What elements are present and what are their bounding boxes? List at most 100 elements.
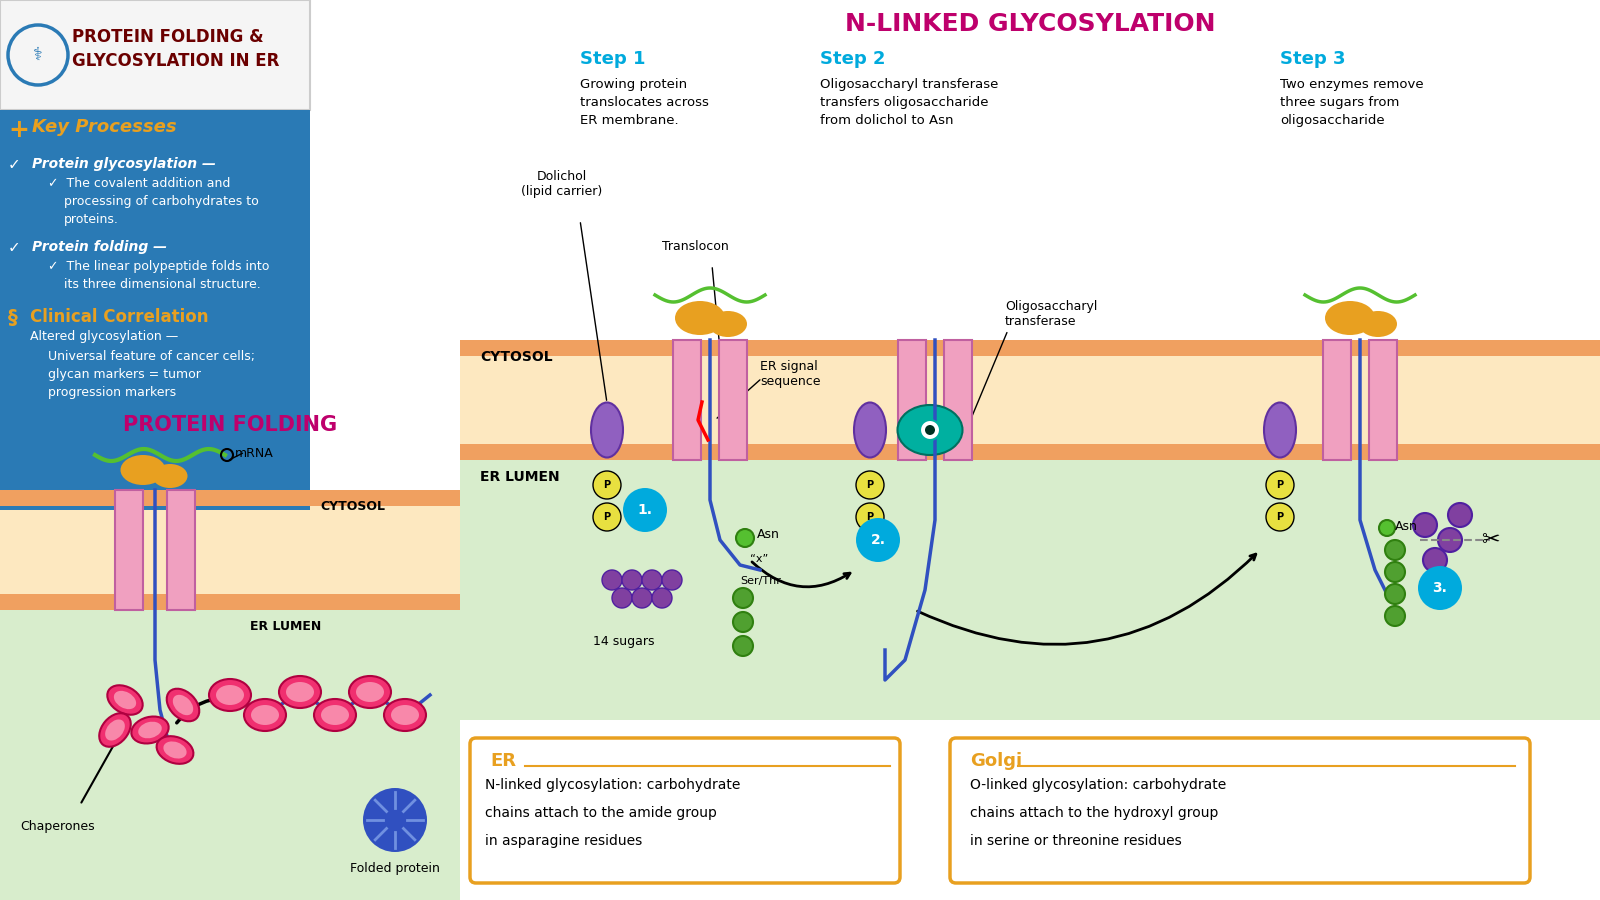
Ellipse shape [243,699,286,731]
Ellipse shape [286,682,314,702]
Ellipse shape [1325,301,1374,335]
Text: chains attach to the hydroxyl group: chains attach to the hydroxyl group [970,806,1218,820]
Circle shape [733,588,754,608]
Ellipse shape [1264,402,1296,457]
Text: progression markers: progression markers [48,386,176,399]
Circle shape [594,503,621,531]
Text: oligosaccharide: oligosaccharide [1280,114,1384,127]
Text: Translocon: Translocon [662,240,728,253]
Circle shape [363,788,427,852]
Text: 3.: 3. [1432,581,1448,595]
Text: Oligosaccharyl
transferase: Oligosaccharyl transferase [1005,300,1098,328]
Bar [115,490,142,610]
Ellipse shape [99,713,131,747]
Text: P: P [867,512,874,522]
Ellipse shape [106,719,125,741]
Circle shape [1438,528,1462,552]
Text: Step 3: Step 3 [1280,50,1346,68]
Circle shape [856,518,899,562]
Bar [898,340,926,460]
Circle shape [1418,566,1462,610]
Text: 14 sugars: 14 sugars [594,635,654,648]
Circle shape [733,612,754,632]
Text: Asn: Asn [1395,520,1418,533]
Bar [0,490,461,610]
Ellipse shape [349,676,390,708]
Text: Clinical Correlation: Clinical Correlation [30,308,208,326]
Circle shape [632,588,653,608]
Circle shape [1266,503,1294,531]
Ellipse shape [384,699,426,731]
Circle shape [594,471,621,499]
Bar [0,610,461,900]
Text: PROTEIN FOLDING: PROTEIN FOLDING [123,415,338,435]
Text: Oligosaccharyl transferase: Oligosaccharyl transferase [819,78,998,91]
Text: ✓: ✓ [8,240,21,255]
Text: mRNA: mRNA [235,447,274,460]
Circle shape [1266,471,1294,499]
Circle shape [1386,540,1405,560]
Text: P: P [867,480,874,490]
Text: Growing protein: Growing protein [579,78,686,91]
Ellipse shape [1358,311,1397,337]
Ellipse shape [278,676,322,708]
Circle shape [1386,606,1405,626]
Text: Altered glycosylation —: Altered glycosylation — [30,330,178,343]
Text: O-linked glycosylation: carbohydrate: O-linked glycosylation: carbohydrate [970,778,1226,792]
Text: ER: ER [490,752,515,770]
Bar [461,340,1600,356]
Bar [0,594,461,610]
Text: CYTOSOL: CYTOSOL [480,350,552,364]
Bar [1323,340,1350,460]
Ellipse shape [590,402,622,457]
Text: ER LUMEN: ER LUMEN [250,620,322,633]
Text: chains attach to the amide group: chains attach to the amide group [485,806,717,820]
Text: ⚕: ⚕ [34,46,43,64]
Text: in asparagine residues: in asparagine residues [485,834,642,848]
Text: ER LUMEN: ER LUMEN [480,470,560,484]
Ellipse shape [131,716,168,743]
Circle shape [1386,562,1405,582]
Circle shape [856,503,883,531]
Circle shape [1422,548,1446,572]
Ellipse shape [157,736,194,764]
Bar [718,340,747,460]
Ellipse shape [251,705,278,725]
FancyBboxPatch shape [470,738,899,883]
Text: transfers oligosaccharide: transfers oligosaccharide [819,96,989,109]
Circle shape [653,588,672,608]
Bar [944,340,973,460]
Text: its three dimensional structure.: its three dimensional structure. [64,278,261,291]
Text: proteins.: proteins. [64,213,118,226]
Text: Ser/Thr: Ser/Thr [739,576,781,586]
Circle shape [1386,584,1405,604]
Ellipse shape [898,405,963,455]
Circle shape [1413,513,1437,537]
Text: +: + [8,118,29,142]
Circle shape [1448,503,1472,527]
Text: 2.: 2. [870,533,885,547]
Ellipse shape [166,688,200,721]
Bar [0,110,310,510]
Bar [461,444,1600,460]
Circle shape [602,570,622,590]
Bar [461,460,1600,720]
Bar [166,490,195,610]
Text: Dolichol
(lipid carrier): Dolichol (lipid carrier) [522,170,603,198]
Circle shape [736,529,754,547]
Text: from dolichol to Asn: from dolichol to Asn [819,114,954,127]
Circle shape [611,588,632,608]
Bar [674,340,701,460]
Text: Asn: Asn [757,528,779,541]
Text: N-LINKED GLYCOSYLATION: N-LINKED GLYCOSYLATION [845,12,1216,36]
Text: ✓: ✓ [8,157,21,172]
Text: Step 2: Step 2 [819,50,885,68]
Text: P: P [1277,512,1283,522]
Text: Two enzymes remove: Two enzymes remove [1280,78,1424,91]
Ellipse shape [107,685,142,715]
Text: P: P [1277,480,1283,490]
Text: ER membrane.: ER membrane. [579,114,678,127]
Circle shape [856,471,883,499]
Ellipse shape [322,705,349,725]
Text: Key Processes: Key Processes [32,118,176,136]
